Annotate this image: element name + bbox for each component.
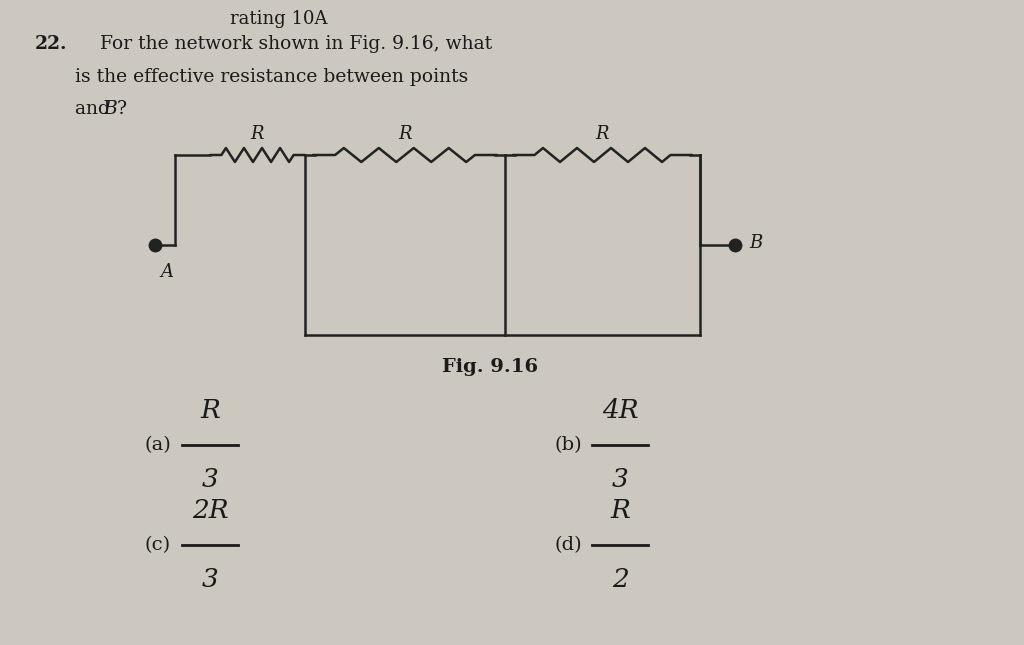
Text: 2R: 2R [191, 498, 228, 523]
Text: R: R [200, 398, 220, 423]
Text: B: B [749, 234, 762, 252]
Text: and: and [75, 100, 116, 118]
Text: 22.: 22. [35, 35, 68, 53]
Text: 3: 3 [611, 467, 629, 492]
Text: (c): (c) [145, 536, 171, 554]
Text: 3: 3 [202, 567, 218, 592]
Text: A: A [160, 263, 173, 281]
Text: 4R: 4R [602, 398, 638, 423]
Text: R: R [596, 125, 609, 143]
Text: ?: ? [117, 100, 127, 118]
Text: R: R [398, 125, 412, 143]
Text: Fig. 9.16: Fig. 9.16 [442, 358, 538, 376]
Text: B: B [103, 100, 117, 118]
Text: For the network shown in Fig. 9.16, what: For the network shown in Fig. 9.16, what [100, 35, 493, 53]
Text: is the effective resistance between points: is the effective resistance between poin… [75, 68, 468, 86]
Text: R: R [251, 125, 264, 143]
Text: (a): (a) [145, 436, 172, 454]
Text: R: R [610, 498, 630, 523]
Text: rating 10A: rating 10A [230, 10, 328, 28]
Text: (b): (b) [555, 436, 583, 454]
Text: 2: 2 [611, 567, 629, 592]
Text: 3: 3 [202, 467, 218, 492]
Text: (d): (d) [555, 536, 583, 554]
